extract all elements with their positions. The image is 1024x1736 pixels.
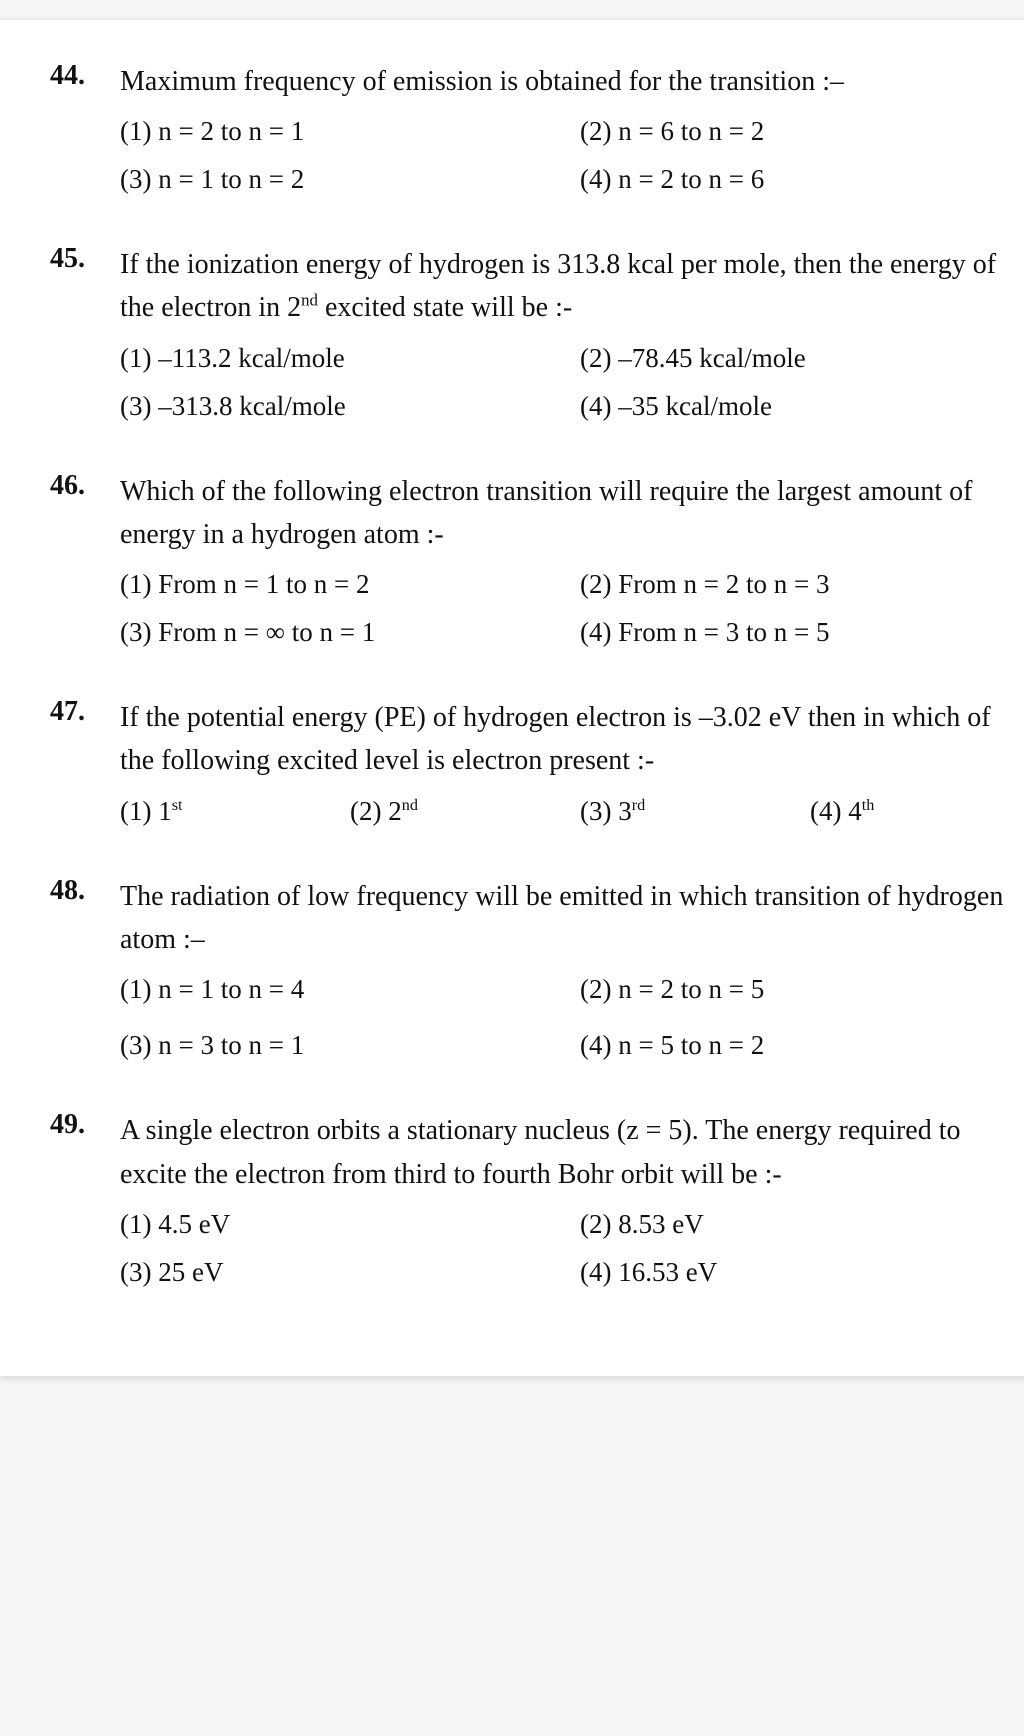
option-1: (1) From n = 1 to n = 2 xyxy=(120,564,550,606)
question-49: 49. A single electron orbits a stationar… xyxy=(50,1109,1010,1293)
option-4: (4) n = 2 to n = 6 xyxy=(580,159,1010,201)
stem-part: excited state will be :- xyxy=(318,292,572,323)
question-stem: If the ionization energy of hydrogen is … xyxy=(120,243,1010,330)
question-number: 46. xyxy=(50,470,120,502)
opt-text: (4) 4 xyxy=(810,796,862,826)
option-4: (4) –35 kcal/mole xyxy=(580,386,1010,428)
option-4: (4) From n = 3 to n = 5 xyxy=(580,612,1010,654)
options-grid: (1) n = 1 to n = 4 (2) n = 2 to n = 5 (3… xyxy=(120,969,1010,1067)
opt-text: (3) 3 xyxy=(580,796,632,826)
options-grid: (1) –113.2 kcal/mole (2) –78.45 kcal/mol… xyxy=(120,338,1010,428)
option-2: (2) 8.53 eV xyxy=(580,1204,1010,1246)
option-3: (3) n = 3 to n = 1 xyxy=(120,1025,550,1067)
option-1: (1) n = 1 to n = 4 xyxy=(120,969,550,1011)
option-3: (3) 3rd xyxy=(580,791,780,833)
option-2: (2) n = 6 to n = 2 xyxy=(580,111,1010,153)
options-grid: (1) 4.5 eV (2) 8.53 eV (3) 25 eV (4) 16.… xyxy=(120,1204,1010,1294)
ordinal-sup: rd xyxy=(632,796,645,814)
question-number: 47. xyxy=(50,696,120,728)
opt-text: (2) 2 xyxy=(350,796,402,826)
question-stem: A single electron orbits a stationary nu… xyxy=(120,1109,1010,1196)
options-grid: (1) 1st (2) 2nd (3) 3rd (4) 4th xyxy=(120,791,1010,833)
ordinal-sup: st xyxy=(172,796,183,814)
question-number: 48. xyxy=(50,875,120,907)
option-3: (3) From n = ∞ to n = 1 xyxy=(120,612,550,654)
question-stem: Maximum frequency of emission is obtaine… xyxy=(120,60,1010,103)
options-grid: (1) n = 2 to n = 1 (2) n = 6 to n = 2 (3… xyxy=(120,111,1010,201)
question-47: 47. If the potential energy (PE) of hydr… xyxy=(50,696,1010,833)
question-stem: Which of the following electron transiti… xyxy=(120,470,1010,557)
option-4: (4) 4th xyxy=(810,791,1010,833)
question-48: 48. The radiation of low frequency will … xyxy=(50,875,1010,1067)
option-4: (4) n = 5 to n = 2 xyxy=(580,1025,1010,1067)
option-3: (3) 25 eV xyxy=(120,1252,550,1294)
option-1: (1) 4.5 eV xyxy=(120,1204,550,1246)
question-number: 44. xyxy=(50,60,120,92)
option-3: (3) –313.8 kcal/mole xyxy=(120,386,550,428)
ordinal-sup: nd xyxy=(402,796,418,814)
question-stem: The radiation of low frequency will be e… xyxy=(120,875,1010,962)
option-4: (4) 16.53 eV xyxy=(580,1252,1010,1294)
option-1: (1) –113.2 kcal/mole xyxy=(120,338,550,380)
options-grid: (1) From n = 1 to n = 2 (2) From n = 2 t… xyxy=(120,564,1010,654)
exam-page: 44. Maximum frequency of emission is obt… xyxy=(0,20,1024,1376)
question-44: 44. Maximum frequency of emission is obt… xyxy=(50,60,1010,201)
option-3: (3) n = 1 to n = 2 xyxy=(120,159,550,201)
option-2: (2) –78.45 kcal/mole xyxy=(580,338,1010,380)
question-stem: If the potential energy (PE) of hydrogen… xyxy=(120,696,1010,783)
question-45: 45. If the ionization energy of hydrogen… xyxy=(50,243,1010,427)
question-number: 49. xyxy=(50,1109,120,1141)
option-2: (2) From n = 2 to n = 3 xyxy=(580,564,1010,606)
question-number: 45. xyxy=(50,243,120,275)
option-1: (1) n = 2 to n = 1 xyxy=(120,111,550,153)
option-1: (1) 1st xyxy=(120,791,320,833)
opt-text: (1) 1 xyxy=(120,796,172,826)
question-46: 46. Which of the following electron tran… xyxy=(50,470,1010,654)
option-2: (2) 2nd xyxy=(350,791,550,833)
ordinal-sup: th xyxy=(862,796,875,814)
option-2: (2) n = 2 to n = 5 xyxy=(580,969,1010,1011)
ordinal-sup: nd xyxy=(301,291,318,310)
